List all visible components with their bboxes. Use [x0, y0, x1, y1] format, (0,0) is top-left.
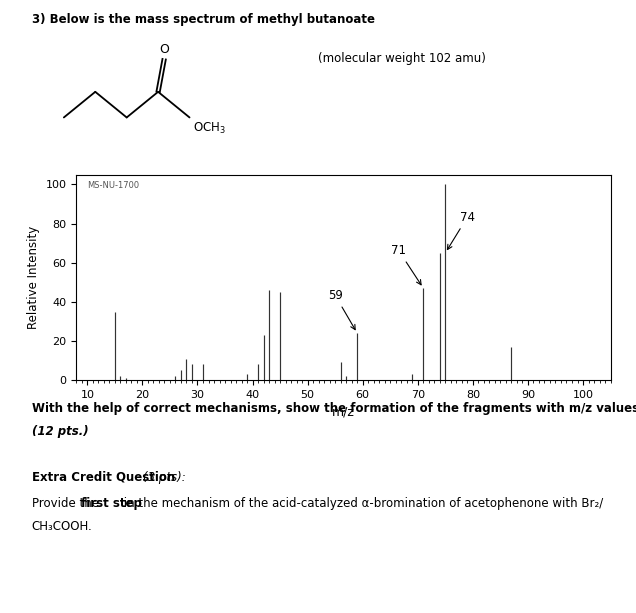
- Y-axis label: Relative Intensity: Relative Intensity: [27, 226, 40, 329]
- Text: (12 pts.): (12 pts.): [32, 425, 88, 438]
- Text: (3 pts):: (3 pts):: [143, 471, 186, 484]
- Text: MS-NU-1700: MS-NU-1700: [87, 181, 139, 190]
- Text: 3) Below is the mass spectrum of methyl butanoate: 3) Below is the mass spectrum of methyl …: [32, 13, 375, 26]
- X-axis label: m/z: m/z: [332, 405, 355, 418]
- Text: CH₃COOH.: CH₃COOH.: [32, 520, 93, 533]
- Text: O: O: [159, 43, 169, 56]
- Text: Extra Credit Question: Extra Credit Question: [32, 471, 179, 484]
- Text: 71: 71: [391, 244, 421, 285]
- Text: With the help of correct mechanisms, show the formation of the fragments with m/: With the help of correct mechanisms, sho…: [32, 402, 636, 414]
- Text: 59: 59: [328, 289, 355, 330]
- Text: Provide the: Provide the: [32, 497, 102, 509]
- Text: (molecular weight 102 amu): (molecular weight 102 amu): [318, 52, 486, 65]
- Text: first step: first step: [81, 497, 142, 509]
- Text: 74: 74: [448, 211, 475, 249]
- Text: in the mechanism of the acid-catalyzed α-bromination of acetophenone with Br₂/: in the mechanism of the acid-catalyzed α…: [120, 497, 603, 509]
- Text: OCH$_3$: OCH$_3$: [193, 121, 226, 136]
